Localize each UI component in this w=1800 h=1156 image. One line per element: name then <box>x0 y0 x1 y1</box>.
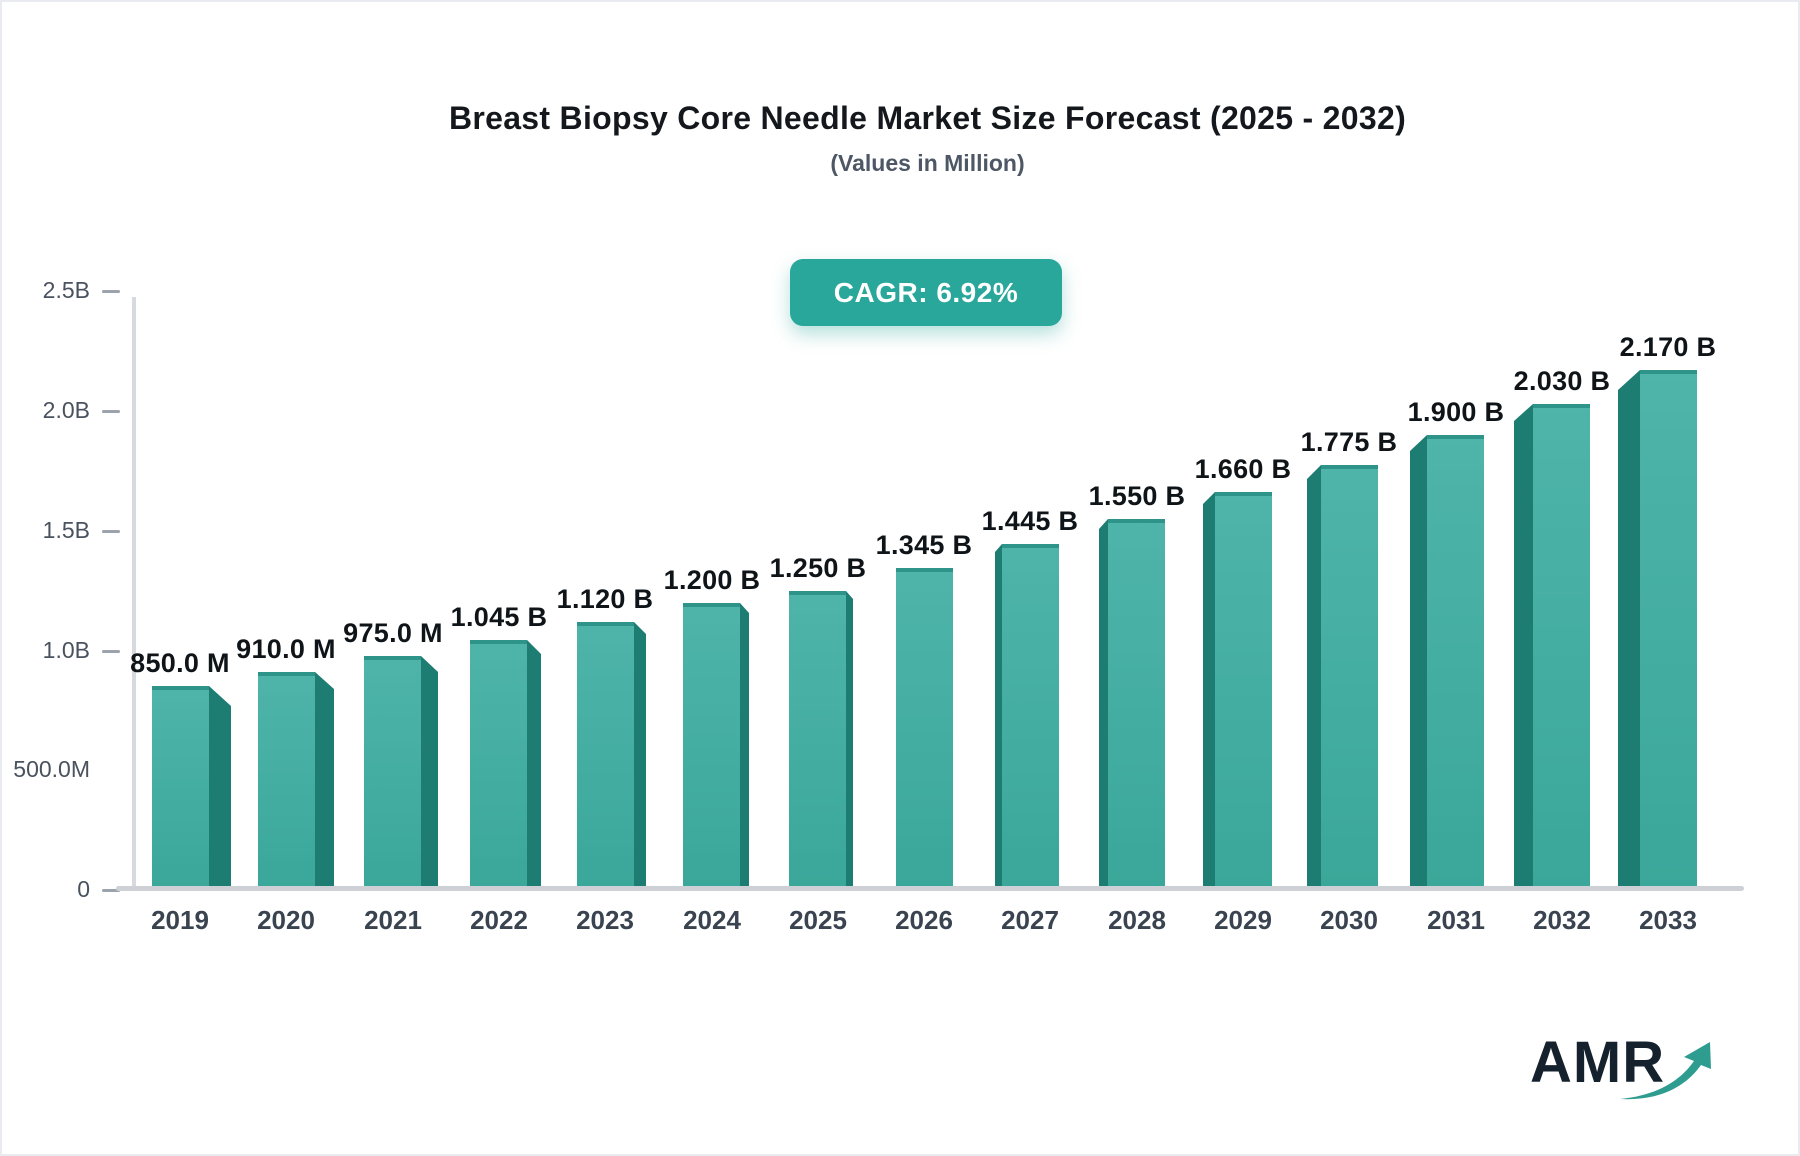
bar-value-label-2030: 1.775 B <box>1300 427 1398 457</box>
bar-2029 <box>1215 492 1272 890</box>
bar-top-edge-2022 <box>470 640 527 644</box>
bar-value-label-2029: 1.660 B <box>1194 454 1292 484</box>
x-axis-label-2033: 2033 <box>1639 905 1697 935</box>
bar-top-edge-2029 <box>1215 492 1272 496</box>
x-axis-label-2031: 2031 <box>1427 905 1485 935</box>
x-axis-label-2022: 2022 <box>470 905 528 935</box>
bar-top-edge-2031 <box>1427 435 1484 439</box>
bar-value-label-2026: 1.345 B <box>875 530 973 560</box>
bar-2024 <box>683 603 740 890</box>
bar-top-edge-2026 <box>896 568 953 572</box>
x-axis-label-2032: 2032 <box>1533 905 1591 935</box>
y-axis-tick <box>102 889 120 892</box>
cagr-badge-label: CAGR: 6.92% <box>833 276 1019 308</box>
y-axis-label-2.0B: 2.0B <box>42 397 90 423</box>
x-axis-label-2021: 2021 <box>364 905 422 935</box>
x-axis-label-2024: 2024 <box>683 905 741 935</box>
amr-logo: AMR <box>1530 1034 1730 1114</box>
bar-top-edge-2027 <box>1002 544 1059 548</box>
bar-2025 <box>789 591 846 890</box>
x-axis-label-2030: 2030 <box>1320 905 1378 935</box>
y-axis-tick <box>102 410 120 413</box>
bar-2022 <box>470 640 527 890</box>
bar-top-edge-2030 <box>1321 465 1378 469</box>
bar-2031 <box>1427 435 1484 890</box>
bar-top-edge-2032 <box>1533 404 1590 408</box>
bar-2020 <box>258 672 315 890</box>
bar-side-face-2027 <box>995 544 1002 890</box>
bar-value-label-2031: 1.900 B <box>1407 397 1505 427</box>
y-axis-label-500.0M: 500.0M <box>13 756 90 783</box>
bar-value-label-2023: 1.120 B <box>556 584 654 614</box>
bar-value-label-2028: 1.550 B <box>1088 481 1186 511</box>
bar-value-label-2022: 1.045 B <box>450 602 548 632</box>
y-axis-tick <box>102 529 120 533</box>
bar-side-face-2023 <box>634 622 646 890</box>
bar-side-face-2022 <box>527 640 541 890</box>
bar-value-label-2021: 975.0 M <box>343 618 443 648</box>
bar-side-face-2032 <box>1514 404 1533 890</box>
bar-2028 <box>1108 519 1165 890</box>
y-axis-tick <box>102 290 120 294</box>
y-axis-label-2.5B: 2.5B <box>42 277 90 304</box>
y-axis-label-0: 0 <box>77 876 90 902</box>
y-axis-line <box>132 297 136 890</box>
amr-logo-text: AMR <box>1530 1030 1666 1095</box>
bar-side-face-2025 <box>846 591 853 890</box>
bar-2019 <box>152 686 209 890</box>
bar-value-label-2020: 910.0 M <box>236 634 336 664</box>
bar-side-face-2020 <box>315 672 334 890</box>
growth-arrow-icon <box>1620 1042 1711 1100</box>
bar-side-face-2019 <box>209 686 231 890</box>
bar-top-edge-2023 <box>577 622 634 626</box>
bar-side-face-2031 <box>1410 435 1427 890</box>
x-axis-label-2028: 2028 <box>1108 905 1166 935</box>
x-axis-line <box>116 886 1744 891</box>
bar-value-label-2032: 2.030 B <box>1513 366 1611 396</box>
bar-side-face-2033 <box>1618 370 1640 890</box>
bar-value-label-2025: 1.250 B <box>769 553 867 583</box>
bar-value-label-2027: 1.445 B <box>981 506 1079 536</box>
chart-title: Breast Biopsy Core Needle Market Size Fo… <box>448 100 1407 136</box>
bar-top-edge-2025 <box>789 591 846 595</box>
bar-2033 <box>1640 370 1697 890</box>
x-axis-label-2025: 2025 <box>789 905 847 935</box>
bar-side-face-2030 <box>1307 465 1321 890</box>
bar-side-face-2021 <box>421 656 438 890</box>
bar-side-face-2024 <box>740 603 749 890</box>
bar-side-face-2029 <box>1203 492 1215 890</box>
bar-2032 <box>1533 404 1590 890</box>
x-axis-label-2019: 2019 <box>151 905 209 935</box>
bar-top-edge-2028 <box>1108 519 1165 523</box>
y-axis-label-1.0B: 1.0B <box>42 636 90 663</box>
cagr-badge: CAGR: 6.92% <box>790 259 1062 326</box>
bar-top-edge-2021 <box>364 656 421 660</box>
bar-value-label-2024: 1.200 B <box>663 565 761 595</box>
bar-value-label-2019: 850.0 M <box>130 648 230 678</box>
chart-subtitle: (Values in Million) <box>830 150 1025 176</box>
bar-top-edge-2020 <box>258 672 315 676</box>
x-axis-label-2029: 2029 <box>1214 905 1272 935</box>
x-axis-label-2020: 2020 <box>257 905 315 935</box>
bar-2021 <box>364 656 421 890</box>
bar-top-edge-2033 <box>1640 370 1697 374</box>
y-axis-tick <box>102 649 120 653</box>
bar-top-edge-2024 <box>683 603 740 607</box>
bar-2026 <box>896 568 953 890</box>
bar-side-face-2028 <box>1099 519 1108 890</box>
bar-2027 <box>1002 544 1059 890</box>
x-axis-label-2027: 2027 <box>1001 905 1059 935</box>
bar-2030 <box>1321 465 1378 890</box>
x-axis-label-2026: 2026 <box>895 905 953 935</box>
x-axis-label-2023: 2023 <box>576 905 634 935</box>
y-axis-label-1.5B: 1.5B <box>42 516 90 543</box>
bar-value-label-2033: 2.170 B <box>1619 332 1717 362</box>
bar-2023 <box>577 622 634 890</box>
bar-top-edge-2019 <box>152 686 209 690</box>
